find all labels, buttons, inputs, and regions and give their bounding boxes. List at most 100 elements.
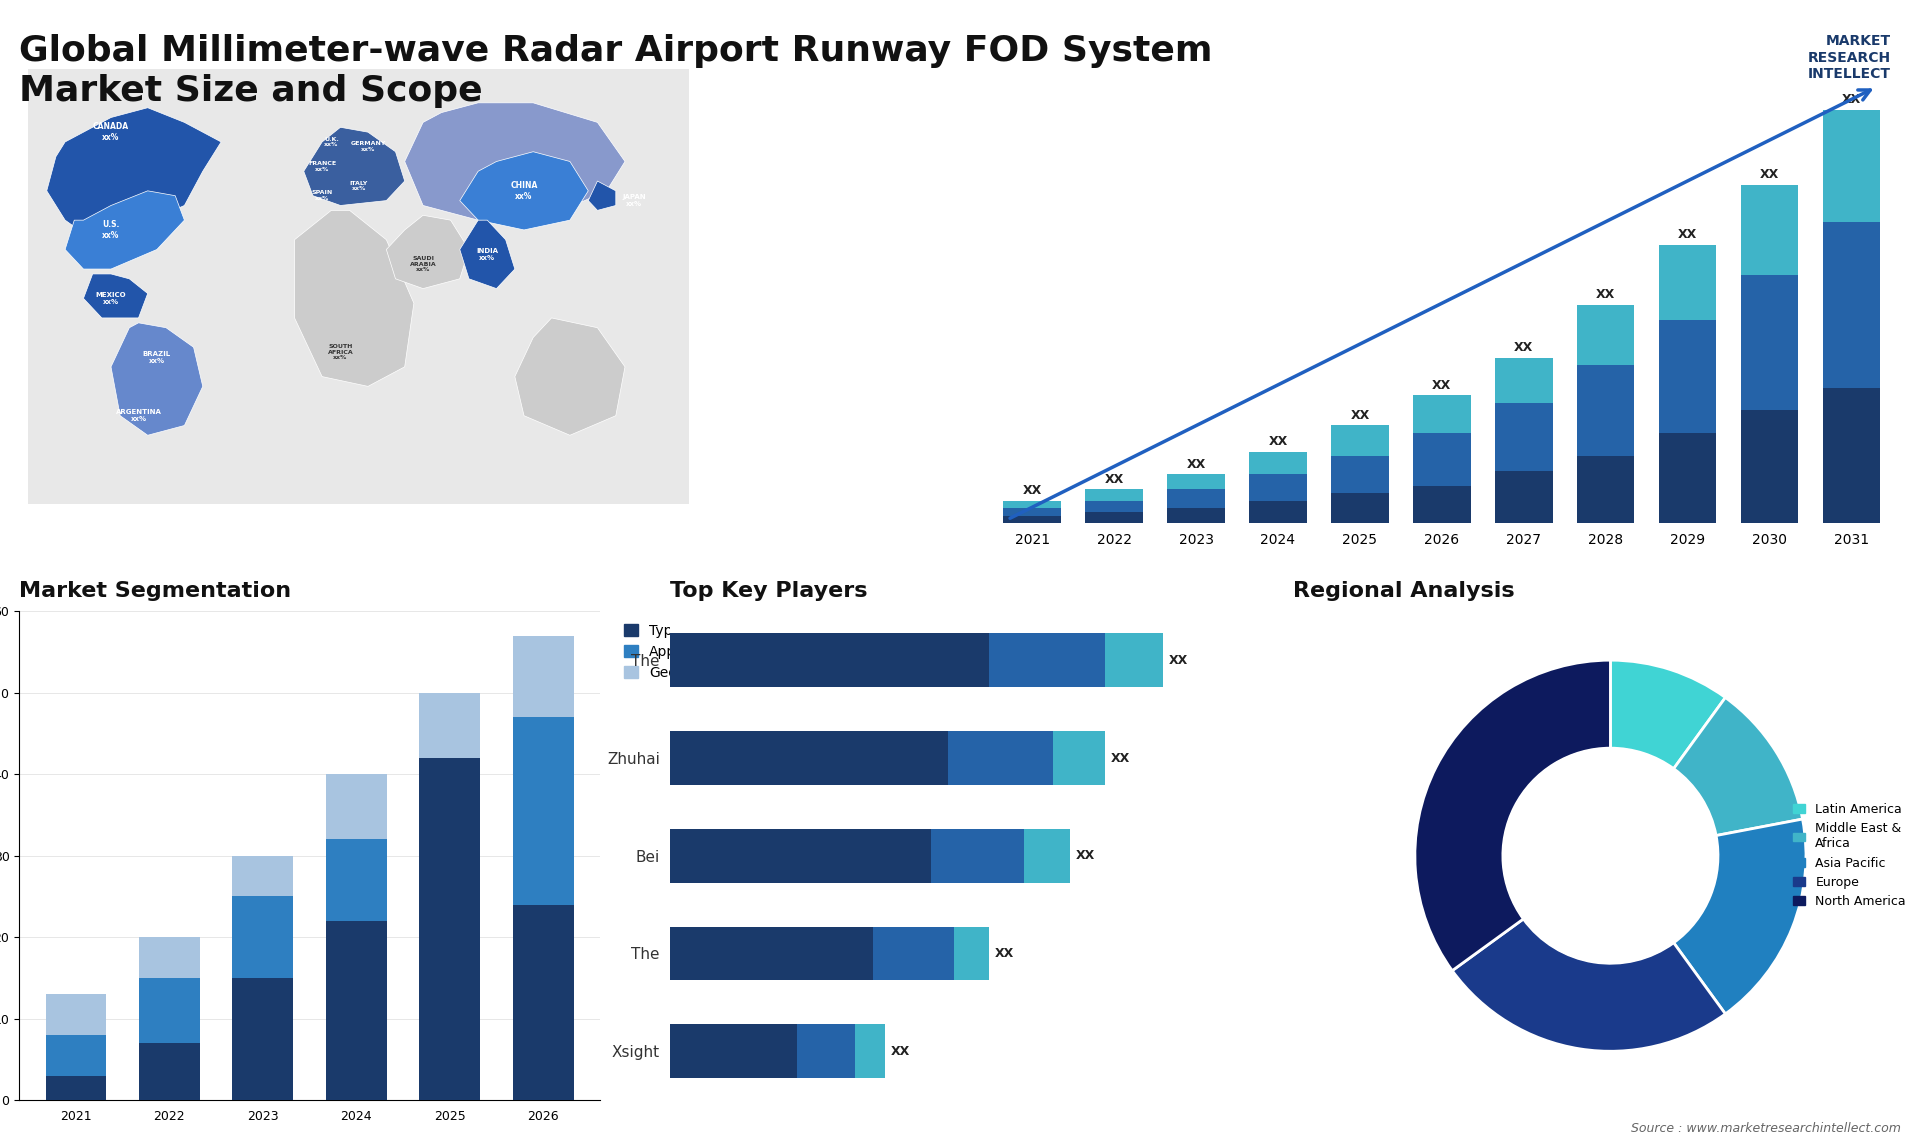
Bar <box>1496 471 1553 524</box>
Text: Global Millimeter-wave Radar Airport Runway FOD System
Market Size and Scope: Global Millimeter-wave Radar Airport Run… <box>19 34 1213 108</box>
Bar <box>1331 425 1388 456</box>
Bar <box>232 978 294 1100</box>
Text: XX: XX <box>1169 654 1188 667</box>
Bar <box>46 995 106 1035</box>
Bar <box>1496 403 1553 471</box>
Bar <box>419 692 480 758</box>
Bar <box>1576 456 1634 524</box>
Bar <box>513 636 574 717</box>
Polygon shape <box>386 215 468 289</box>
Bar <box>670 731 948 785</box>
Text: ARGENTINA
xx%: ARGENTINA xx% <box>115 409 161 422</box>
Text: Top Key Players: Top Key Players <box>670 581 868 602</box>
Bar <box>1331 493 1388 524</box>
Bar <box>1023 829 1069 882</box>
Polygon shape <box>65 191 184 269</box>
Text: XX: XX <box>1023 484 1043 497</box>
Wedge shape <box>1415 660 1611 971</box>
Text: CANADA
xx%: CANADA xx% <box>92 123 129 142</box>
Bar <box>1250 501 1308 524</box>
Bar <box>138 937 200 978</box>
Text: SAUDI
ARABIA
xx%: SAUDI ARABIA xx% <box>409 256 436 273</box>
Bar <box>46 1076 106 1100</box>
Text: SPAIN
xx%: SPAIN xx% <box>311 190 332 201</box>
Bar <box>138 978 200 1043</box>
Bar <box>1250 474 1308 501</box>
Bar <box>1576 305 1634 366</box>
Bar <box>989 634 1106 688</box>
Bar <box>419 758 480 1100</box>
Bar <box>1167 508 1225 524</box>
Bar <box>46 1035 106 1076</box>
Bar <box>1822 222 1880 387</box>
Circle shape <box>1503 748 1718 964</box>
Bar <box>1167 489 1225 508</box>
Bar <box>1167 474 1225 489</box>
Text: FRANCE
xx%: FRANCE xx% <box>307 160 336 172</box>
Wedge shape <box>1611 660 1726 769</box>
Text: XX: XX <box>1112 752 1131 764</box>
Bar <box>1085 489 1142 501</box>
Polygon shape <box>588 181 616 211</box>
Polygon shape <box>294 211 415 386</box>
Bar <box>1250 452 1308 474</box>
Polygon shape <box>515 317 626 435</box>
Bar <box>1004 501 1062 508</box>
Text: XX: XX <box>1596 289 1615 301</box>
Bar <box>931 829 1023 882</box>
Text: Regional Analysis: Regional Analysis <box>1292 581 1515 602</box>
Bar <box>1659 320 1716 433</box>
Bar <box>1413 433 1471 486</box>
Bar <box>513 717 574 904</box>
Bar <box>670 829 931 882</box>
Text: INDIA
xx%: INDIA xx% <box>476 248 499 261</box>
Bar <box>513 904 574 1100</box>
Wedge shape <box>1674 819 1807 1014</box>
Text: XX: XX <box>1841 93 1860 105</box>
Legend: Type, Application, Geography: Type, Application, Geography <box>618 618 733 685</box>
Text: SOUTH
AFRICA
xx%: SOUTH AFRICA xx% <box>328 344 353 361</box>
Bar <box>1659 245 1716 320</box>
Bar <box>232 856 294 896</box>
Bar <box>1052 731 1106 785</box>
Text: BRAZIL
xx%: BRAZIL xx% <box>142 351 171 363</box>
Bar <box>1085 512 1142 524</box>
Polygon shape <box>46 108 221 240</box>
Bar <box>1496 358 1553 403</box>
Text: XX: XX <box>1075 849 1096 862</box>
Text: CHINA
xx%: CHINA xx% <box>511 181 538 201</box>
Text: XX: XX <box>891 1044 910 1058</box>
Bar <box>856 1025 885 1078</box>
Text: XX: XX <box>995 947 1014 960</box>
Bar <box>954 926 989 980</box>
Bar <box>1413 395 1471 433</box>
Wedge shape <box>1452 919 1726 1051</box>
Bar <box>1085 501 1142 512</box>
Bar <box>326 839 386 921</box>
Text: GERMANY
xx%: GERMANY xx% <box>349 141 386 152</box>
Polygon shape <box>83 274 148 317</box>
Polygon shape <box>405 103 626 220</box>
Text: XX: XX <box>1432 378 1452 392</box>
Polygon shape <box>111 323 204 435</box>
Text: Source : www.marketresearchintellect.com: Source : www.marketresearchintellect.com <box>1630 1122 1901 1135</box>
Bar <box>670 634 989 688</box>
Polygon shape <box>29 69 689 504</box>
Text: U.K.
xx%: U.K. xx% <box>324 136 338 148</box>
Text: XX: XX <box>1187 457 1206 471</box>
Bar <box>1576 366 1634 456</box>
Text: MARKET
RESEARCH
INTELLECT: MARKET RESEARCH INTELLECT <box>1809 34 1891 80</box>
Text: XX: XX <box>1515 342 1534 354</box>
Text: XX: XX <box>1761 168 1780 181</box>
Bar <box>326 775 386 839</box>
Text: ITALY
xx%: ITALY xx% <box>349 181 369 191</box>
Bar <box>1413 486 1471 524</box>
Bar <box>1004 516 1062 524</box>
Wedge shape <box>1674 698 1803 835</box>
Bar <box>797 1025 856 1078</box>
Bar <box>670 926 874 980</box>
Bar <box>670 1025 797 1078</box>
Polygon shape <box>459 151 588 230</box>
Polygon shape <box>459 220 515 289</box>
Bar <box>1331 456 1388 493</box>
